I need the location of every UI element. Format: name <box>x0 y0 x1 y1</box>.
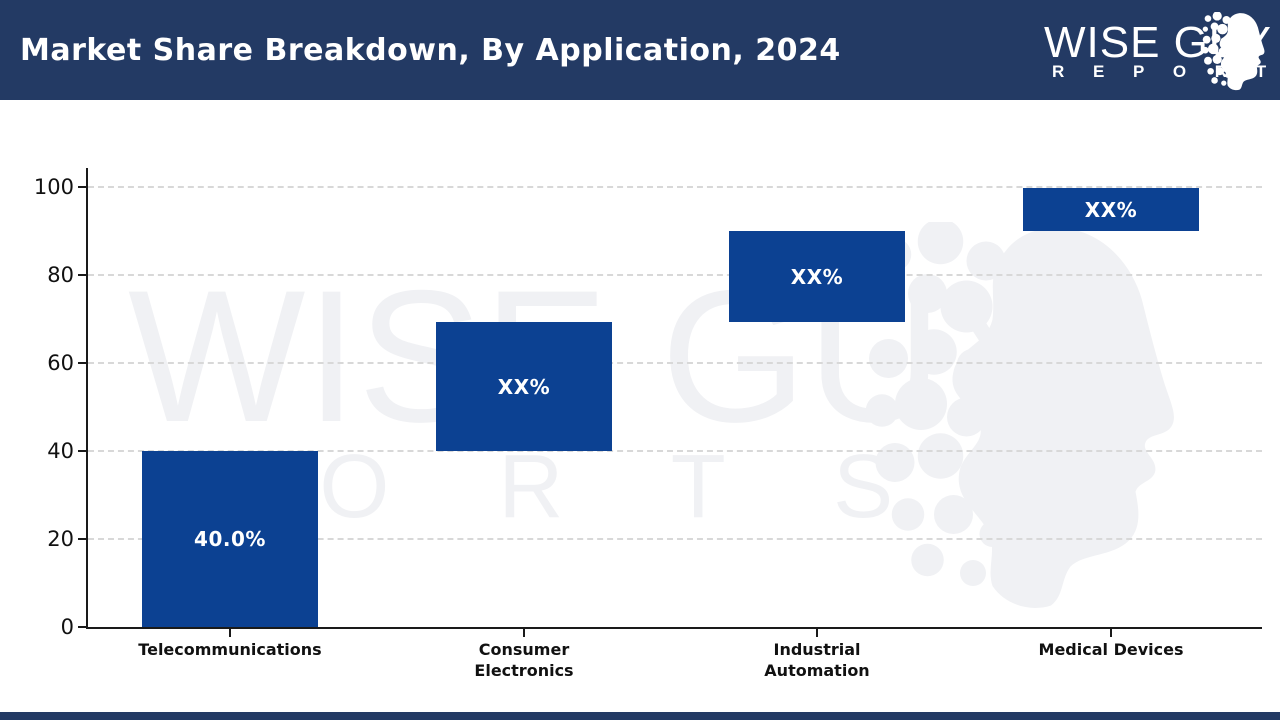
bar-value-label: XX% <box>1084 197 1138 222</box>
x-axis-label-telecommunications: Telecommunications <box>100 639 360 660</box>
logo-face-icon <box>1200 12 1266 91</box>
bar-industrial-automation: XX% <box>729 231 905 322</box>
gridline-80 <box>88 274 1262 276</box>
x-axis-label-line: Consumer <box>478 640 570 659</box>
wise-guy-reports-logo: WISE GUY R E P O R T S <box>1016 10 1280 92</box>
bar-medical-devices: XX% <box>1023 188 1199 231</box>
y-tick-20 <box>78 538 86 540</box>
bar-value-label: XX% <box>790 264 844 289</box>
page-title: Market Share Breakdown, By Application, … <box>20 33 841 68</box>
footer-bar <box>0 712 1280 720</box>
y-axis-spine <box>86 168 88 629</box>
x-tick-consumer-electronics <box>523 629 525 637</box>
x-tick-telecommunications <box>229 629 231 637</box>
x-axis-label-industrial-automation: Industrial Automation <box>687 639 947 681</box>
y-tick-label: 0 <box>60 615 74 639</box>
bar-value-label: 40.0% <box>194 527 266 551</box>
x-axis-label-line: Telecommunications <box>138 640 322 659</box>
x-axis-label-line: Medical Devices <box>1038 640 1184 659</box>
x-axis-label-medical-devices: Medical Devices <box>981 639 1241 660</box>
gridline-20 <box>88 538 1262 540</box>
y-tick-label: 60 <box>47 351 74 375</box>
x-axis-spine <box>86 627 1262 629</box>
gridline-40 <box>88 450 1262 452</box>
y-tick-80 <box>78 274 86 276</box>
y-tick-label: 100 <box>33 175 74 199</box>
y-tick-label: 20 <box>47 527 74 551</box>
bar-value-label: XX% <box>497 374 551 399</box>
x-axis-label-consumer-electronics: Consumer Electronics <box>394 639 654 681</box>
y-tick-0 <box>78 626 86 628</box>
bar-consumer-electronics: XX% <box>436 322 612 451</box>
y-tick-60 <box>78 362 86 364</box>
x-axis-label-line: Automation <box>764 661 870 680</box>
x-axis-label-line: Industrial <box>773 640 861 659</box>
y-tick-100 <box>78 186 86 188</box>
gridline-60 <box>88 362 1262 364</box>
gridline-100 <box>88 186 1262 188</box>
y-tick-label: 40 <box>47 439 74 463</box>
x-tick-medical-devices <box>1110 629 1112 637</box>
y-tick-label: 80 <box>47 263 74 287</box>
bar-telecommunications: 40.0% <box>142 451 318 627</box>
x-tick-industrial-automation <box>816 629 818 637</box>
y-tick-40 <box>78 450 86 452</box>
x-axis-label-line: Electronics <box>474 661 574 680</box>
header-banner: Market Share Breakdown, By Application, … <box>0 0 1280 100</box>
